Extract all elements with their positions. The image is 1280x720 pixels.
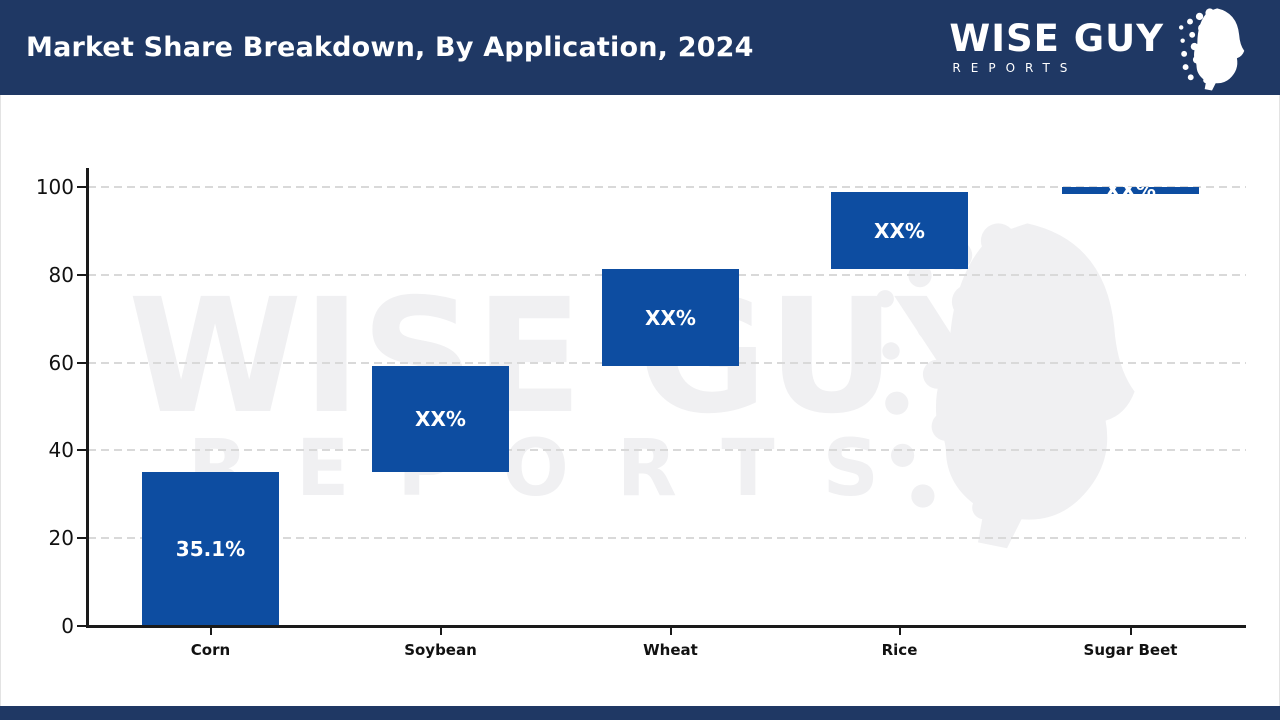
x-tick-mark xyxy=(439,628,442,635)
bar: XX% xyxy=(602,269,739,367)
bar-label: XX% xyxy=(645,305,696,330)
header: Market Share Breakdown, By Application, … xyxy=(0,0,1280,95)
page-title: Market Share Breakdown, By Application, … xyxy=(26,32,754,63)
y-axis-spine xyxy=(86,168,89,628)
watermark-text-secondary: REPORTS xyxy=(188,424,927,514)
y-tick-label: 80 xyxy=(48,262,74,287)
x-category-label: Soybean xyxy=(404,641,477,659)
logo-subtext: REPORTS xyxy=(952,61,1078,75)
x-tick-mark xyxy=(669,628,672,635)
y-tick-mark xyxy=(77,273,86,276)
bar-label: XX% xyxy=(1105,187,1156,194)
gridline xyxy=(88,186,1246,188)
bar: XX% xyxy=(1062,187,1199,194)
gridline xyxy=(88,537,1246,540)
bar-label: 35.1% xyxy=(175,536,246,561)
x-tick-mark xyxy=(1129,628,1132,635)
gridline xyxy=(88,449,1246,452)
y-tick-mark xyxy=(77,537,86,540)
y-tick-mark xyxy=(77,186,86,188)
x-tick-mark xyxy=(898,628,901,635)
x-axis-spine xyxy=(86,625,1246,628)
x-category-label: Wheat xyxy=(643,641,698,659)
bar-label: XX% xyxy=(415,407,466,431)
logo-text: WISE GUY REPORTS xyxy=(949,20,1164,75)
y-tick-label: 0 xyxy=(61,614,74,638)
x-category-label: Sugar Beet xyxy=(1083,641,1178,659)
logo-wordmark: WISE GUY xyxy=(949,17,1164,60)
bar: XX% xyxy=(372,366,509,472)
logo-head-icon xyxy=(1179,7,1245,91)
y-tick-mark xyxy=(77,361,86,364)
watermark-text-primary: WISE GUY xyxy=(128,265,1011,449)
x-category-label: Rice xyxy=(881,641,918,659)
watermark-head-icon xyxy=(876,223,1135,549)
y-tick-label: 20 xyxy=(48,526,74,551)
y-tick-label: 40 xyxy=(48,438,74,463)
y-tick-mark xyxy=(77,449,86,452)
bar-label: XX% xyxy=(874,218,925,243)
y-tick-label: 100 xyxy=(35,175,74,199)
footer-bar xyxy=(0,706,1280,720)
y-tick-label: 60 xyxy=(48,350,74,375)
x-category-label: Corn xyxy=(190,641,231,659)
x-tick-mark xyxy=(209,628,212,635)
bar: 35.1% xyxy=(142,471,279,626)
wise-guy-logo: WISE GUY REPORTS xyxy=(949,4,1254,92)
bar: XX% xyxy=(831,192,968,270)
y-tick-mark xyxy=(77,625,86,627)
